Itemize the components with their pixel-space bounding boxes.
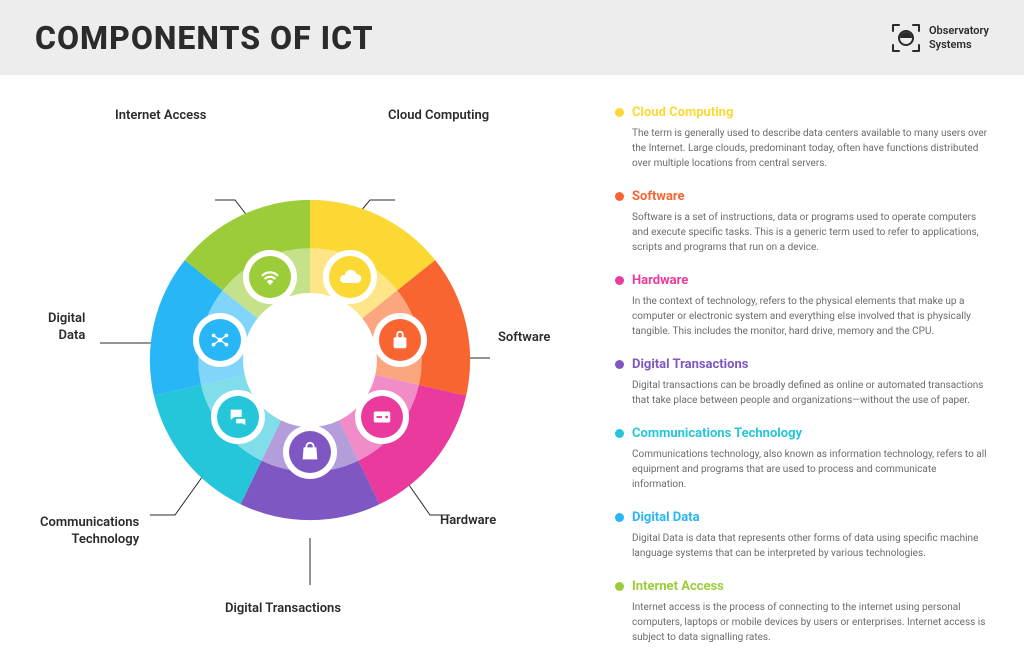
callout-cloud: Cloud Computing: [388, 108, 489, 125]
legend-title: Cloud Computing: [632, 105, 733, 120]
legend-item-cloud: Cloud Computing The term is generally use…: [615, 105, 989, 171]
wifi-icon: [243, 250, 297, 304]
legend-desc: Communications technology, also known as…: [615, 447, 989, 492]
legend-title: Digital Data: [632, 510, 700, 525]
legend-title: Internet Access: [632, 579, 724, 594]
legend-item-digitx: Digital Transactions Digital transactions…: [615, 357, 989, 408]
header: COMPONENTS OF ICT ObservatorySystems: [0, 0, 1024, 75]
main: Cloud Computing Software Hardware Digital T…: [0, 75, 1024, 663]
network-icon: [193, 313, 247, 367]
lock-icon: [373, 313, 427, 367]
cloud-icon: [323, 250, 377, 304]
legend: Cloud Computing The term is generally use…: [600, 75, 1024, 663]
legend-dot: [615, 108, 624, 117]
callout-internet: Internet Access: [115, 108, 207, 125]
legend-dot: [615, 192, 624, 201]
legend-item-hardware: Hardware In the context of technology, re…: [615, 273, 989, 339]
brand-name: ObservatorySystems: [929, 24, 989, 50]
callout-digitx: Digital Transactions: [225, 601, 341, 618]
legend-desc: In the context of technology, refers to …: [615, 294, 989, 339]
callout-comms: CommunicationsTechnology: [40, 515, 139, 549]
legend-item-digidata: Digital Data Digital Data is data that re…: [615, 510, 989, 561]
callout-software: Software: [498, 330, 550, 347]
page-title: COMPONENTS OF ICT: [35, 19, 374, 57]
donut-chart: [145, 195, 475, 525]
legend-desc: Digital transactions can be broadly defi…: [615, 378, 989, 408]
legend-item-comms: Communications Technology Communications …: [615, 426, 989, 492]
bag-icon: [283, 425, 337, 479]
legend-item-internet: Internet Access Internet access is the pr…: [615, 579, 989, 645]
legend-title: Communications Technology: [632, 426, 802, 441]
brand-icon: [891, 23, 921, 53]
legend-desc: Software is a set of instructions, data …: [615, 210, 989, 255]
legend-desc: Internet access is the process of connec…: [615, 600, 989, 645]
legend-desc: The term is generally used to describe d…: [615, 126, 989, 171]
legend-dot: [615, 429, 624, 438]
legend-dot: [615, 582, 624, 591]
legend-item-software: Software Software is a set of instruction…: [615, 189, 989, 255]
legend-title: Digital Transactions: [632, 357, 748, 372]
brand: ObservatorySystems: [891, 23, 989, 53]
chart-area: Cloud ComputingSoftwareHardwareDigital T…: [0, 75, 600, 663]
legend-dot: [615, 360, 624, 369]
legend-title: Software: [632, 189, 685, 204]
legend-dot: [615, 276, 624, 285]
legend-title: Hardware: [632, 273, 688, 288]
legend-desc: Digital Data is data that represents oth…: [615, 531, 989, 561]
legend-dot: [615, 513, 624, 522]
drive-icon: [355, 390, 409, 444]
chat-icon: [211, 390, 265, 444]
callout-digidata: DigitalData: [48, 311, 85, 345]
